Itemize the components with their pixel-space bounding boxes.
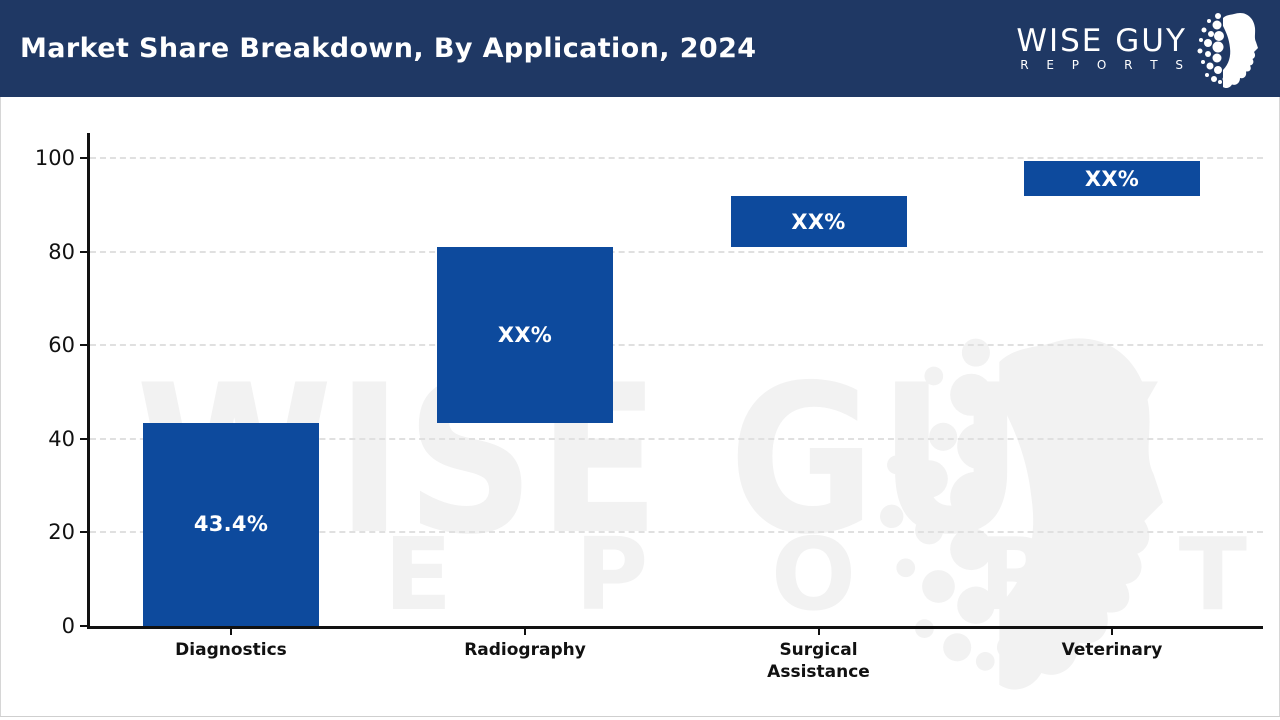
gridline-20 [90,531,1263,534]
logo-face-icon [1197,12,1258,88]
logo-brand-name: WISE GUY [1016,22,1187,59]
bar-veterinary: XX% [1024,161,1200,197]
gridline-80 [90,250,1263,253]
x-tick-mark-veterinary [1111,627,1113,635]
y-tick-label-40: 40 [48,426,75,451]
bar-radiography: XX% [437,246,613,423]
y-tick-label-80: 80 [48,239,75,264]
y-tick-mark-80 [80,250,89,253]
watermark-face-icon [880,338,1163,690]
bar-diagnostics: 43.4% [143,422,319,626]
bottom-border-line [0,716,1280,717]
x-tick-mark-radiography [524,627,526,635]
gridline-100 [90,157,1263,159]
logo-brand-subtitle: R E P O R T S [1020,58,1190,73]
x-tick-mark-surgical-assistance [817,627,820,635]
x-category-label-diagnostics: Diagnostics [175,640,287,660]
y-tick-mark-40 [80,437,89,440]
x-category-label-radiography: Radiography [464,640,586,660]
x-axis-spine [87,626,1263,629]
chart-title: Market Share Breakdown, By Application, … [20,33,757,64]
y-tick-label-60: 60 [48,333,75,358]
bar-value-label-veterinary: XX% [1084,166,1140,191]
y-tick-mark-100 [80,157,89,159]
header-bar: Market Share Breakdown, By Application, … [0,0,1280,97]
y-tick-mark-20 [80,531,89,534]
y-tick-mark-60 [80,344,89,347]
bar-value-label-radiography: XX% [497,322,553,347]
bar-value-label-surgical-assistance: XX% [791,209,846,234]
bar-value-label-diagnostics: 43.4% [193,512,269,537]
y-tick-label-100: 100 [34,146,75,170]
gridline-40 [90,437,1263,440]
x-tick-mark-diagnostics [230,627,232,635]
chart-area: WISE GUY R E P O R T S 02040608010043.4%… [0,97,1280,717]
gridline-60 [90,344,1263,347]
y-tick-label-0: 0 [61,614,75,638]
y-tick-label-20: 20 [48,520,75,545]
x-category-label-veterinary: Veterinary [1061,640,1163,660]
x-category-label-surgical-assistance: Surgical Assistance [767,640,870,682]
bar-surgical-assistance: XX% [730,196,907,247]
wise-guy-reports-logo: WISE GUY R E P O R T S [1013,8,1258,90]
y-axis-spine [87,133,90,628]
y-tick-mark-0 [80,625,89,627]
logo-wordmark: WISE GUY R E P O R T S [1013,25,1190,73]
